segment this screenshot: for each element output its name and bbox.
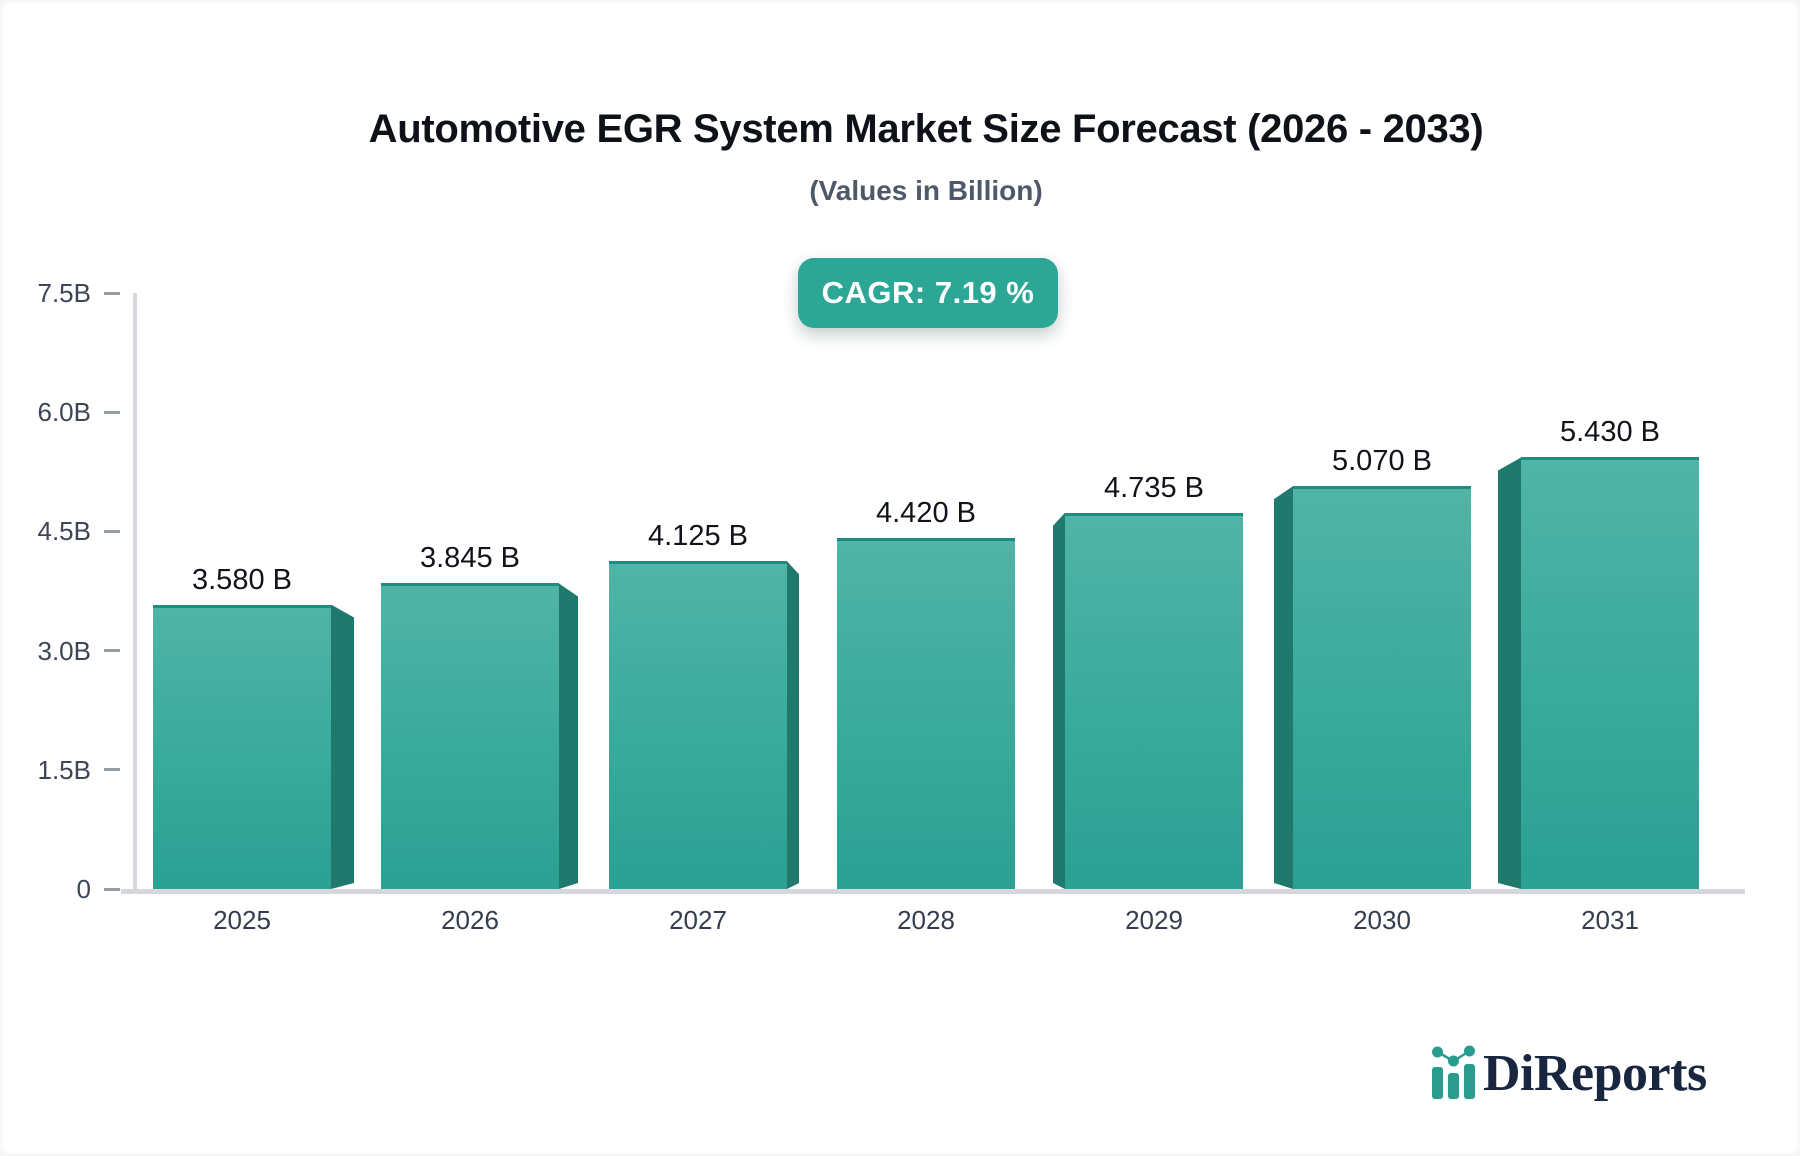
x-axis-label: 2030 [1353,905,1411,935]
y-tick-label: 4.5B [37,516,92,547]
bar-face [1521,457,1699,889]
bar-side-3d [1274,486,1293,889]
logo-text: DiReports [1483,1045,1707,1102]
chart-title: Automotive EGR System Market Size Foreca… [368,107,1484,151]
y-tick-mark [104,291,120,295]
y-tick-mark [104,768,120,772]
bar-side-3d [559,583,578,889]
cagr-badge: CAGR: 7.19 % [798,258,1058,328]
y-tick-label: 6.0B [37,397,92,428]
x-axis-label: 2026 [441,905,499,935]
chart-subtitle: (Values in Billion) [809,175,1043,206]
x-axis-label: 2025 [213,905,271,935]
y-tick-mark [104,649,120,653]
y-tick-label: 1.5B [37,754,92,785]
x-axis-label: 2027 [669,905,727,935]
y-tick-label: 3.0B [37,635,92,666]
bar-side-3d [1498,457,1521,889]
bar-value-label: 3.845 B [420,542,520,575]
bar-face [1065,512,1243,889]
x-axis-baseline [121,889,1745,894]
bar-face [837,537,1015,889]
bar-face [1293,486,1471,889]
bar-value-label: 5.430 B [1560,416,1660,449]
y-tick-mark [104,529,120,533]
y-tick-label: 0 [76,874,91,904]
x-axis-label: 2029 [1125,905,1183,935]
bar-face [153,604,331,889]
bar-value-label: 3.580 B [192,563,292,596]
y-axis-line [133,293,137,893]
bar-value-label: 5.070 B [1332,445,1432,478]
bar-side-3d [787,561,799,889]
bar-side-3d [1053,512,1065,889]
bar-face [381,583,559,889]
direports-logo: DiReports [1431,1031,1707,1103]
x-axis-label: 2031 [1581,905,1639,935]
bar-side-3d [331,604,354,889]
mini-bar-line-chart-icon [1432,1045,1475,1099]
y-tick-mark [104,410,120,414]
y-tick-label: 7.5B [37,278,92,308]
x-axis-label: 2028 [897,905,955,935]
bar-value-label: 4.735 B [1104,471,1204,504]
y-tick-mark [104,887,120,891]
bar-value-label: 4.125 B [648,520,748,553]
bar-face [609,561,787,889]
bar-value-label: 4.420 B [876,496,976,529]
